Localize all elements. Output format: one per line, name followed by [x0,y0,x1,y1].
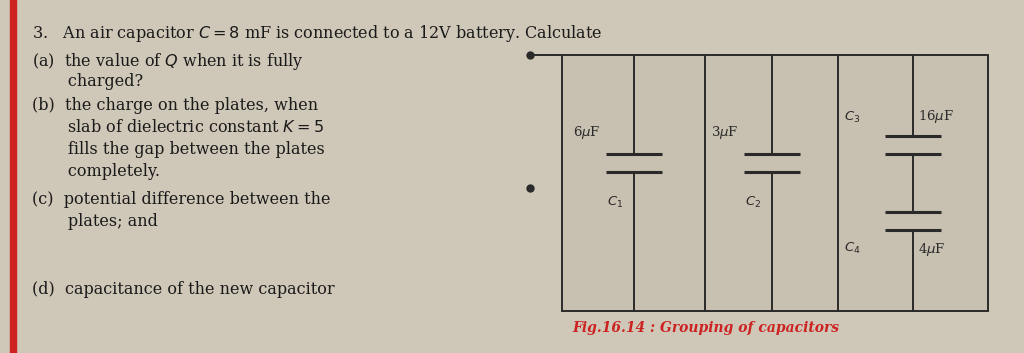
Text: (d)  capacitance of the new capacitor: (d) capacitance of the new capacitor [32,281,335,298]
Text: fills the gap between the plates: fills the gap between the plates [32,141,325,158]
Text: 4$\mu$F: 4$\mu$F [918,241,945,258]
Text: (a)  the value of $Q$ when it is fully: (a) the value of $Q$ when it is fully [32,51,304,72]
Bar [562,55,988,311]
Text: $C_3$: $C_3$ [844,110,860,125]
Text: 16$\mu$F: 16$\mu$F [918,108,954,125]
Text: 6$\mu$F: 6$\mu$F [573,124,600,141]
Bar [10,0,15,353]
Text: charged?: charged? [32,73,143,90]
Text: slab of dielectric constant $K = 5$: slab of dielectric constant $K = 5$ [32,119,324,136]
Text: 3.   An air capacitor $C = 8$ mF is connected to a 12V battery. Calculate: 3. An air capacitor $C = 8$ mF is connec… [32,23,602,44]
Text: $C_1$: $C_1$ [607,195,624,210]
Text: (b)  the charge on the plates, when: (b) the charge on the plates, when [32,97,318,114]
Bar [562,55,988,311]
Text: Fig.16.14 : Grouping of capacitors: Fig.16.14 : Grouping of capacitors [572,321,839,335]
Text: $C_2$: $C_2$ [745,195,762,210]
Text: completely.: completely. [32,163,160,180]
Text: 3$\mu$F: 3$\mu$F [711,124,738,141]
Text: (c)  potential difference between the: (c) potential difference between the [32,191,331,208]
Text: $C_4$: $C_4$ [844,241,860,256]
Text: plates; and: plates; and [32,213,158,230]
